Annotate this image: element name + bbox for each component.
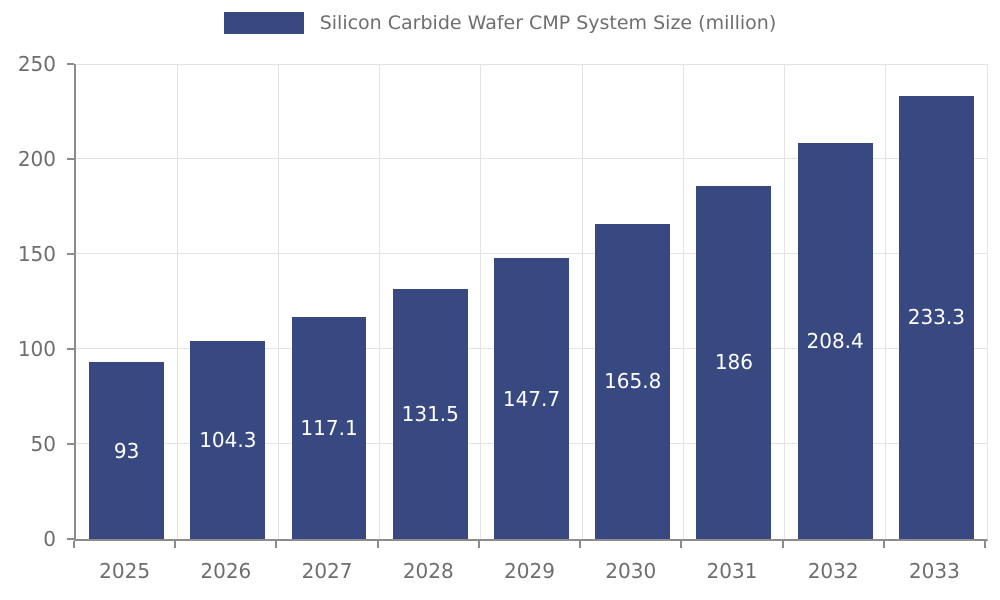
legend-label: Silicon Carbide Wafer CMP System Size (m… bbox=[319, 12, 777, 34]
bar-value-label: 186 bbox=[714, 350, 753, 375]
y-tick-mark bbox=[67, 158, 74, 160]
h-gridline bbox=[76, 253, 987, 254]
bar-slot: 117.1 bbox=[278, 64, 379, 539]
x-tick-label: 2028 bbox=[402, 559, 454, 583]
bar-2028: 131.5 bbox=[392, 289, 468, 539]
bar-2025: 93 bbox=[89, 362, 165, 539]
x-tick-mark bbox=[376, 541, 379, 548]
bar-value-label: 117.1 bbox=[300, 415, 358, 440]
bars-container: 93 104.3 117.1 131.5 147.7 165.8 186 208.4 233.3 bbox=[76, 64, 987, 539]
legend: Silicon Carbide Wafer CMP System Size (m… bbox=[0, 12, 1000, 34]
bar-value-label: 131.5 bbox=[401, 402, 459, 427]
y-tick-label: 100 bbox=[17, 337, 56, 361]
x-tick-label: 2030 bbox=[605, 559, 657, 583]
bar-value-label: 147.7 bbox=[502, 386, 561, 411]
bar-value-label: 208.4 bbox=[806, 329, 864, 354]
y-tick-label: 50 bbox=[30, 432, 56, 456]
x-tick-label: 2032 bbox=[807, 559, 859, 583]
legend-swatch bbox=[223, 12, 304, 34]
bar-slot: 186 bbox=[683, 64, 784, 539]
x-tick-label: 2029 bbox=[504, 559, 555, 583]
bar-2031: 186 bbox=[696, 185, 772, 539]
x-tick-mark bbox=[882, 541, 885, 548]
y-tick-mark bbox=[67, 63, 74, 65]
bar-value-label: 104.3 bbox=[199, 427, 257, 452]
x-tick-mark bbox=[174, 541, 177, 548]
v-gridline bbox=[176, 64, 178, 539]
x-tick-mark bbox=[275, 541, 278, 548]
h-gridline bbox=[76, 64, 987, 65]
y-tick-label: 200 bbox=[17, 147, 56, 171]
x-tick-mark bbox=[73, 541, 75, 548]
bar-slot: 165.8 bbox=[582, 64, 683, 539]
bar-2027: 117.1 bbox=[291, 316, 367, 539]
x-tick-label: 2031 bbox=[706, 559, 758, 583]
x-tick-label: 2026 bbox=[200, 559, 252, 583]
v-gridline bbox=[379, 64, 381, 539]
bar-slot: 147.7 bbox=[481, 64, 582, 539]
bar-slot: 104.3 bbox=[177, 64, 278, 539]
bar-slot: 131.5 bbox=[380, 64, 481, 539]
bar-2033: 233.3 bbox=[898, 95, 974, 539]
y-tick-mark bbox=[67, 348, 74, 350]
x-tick-label: 2025 bbox=[99, 559, 151, 583]
v-gridline bbox=[682, 64, 684, 539]
v-gridline bbox=[480, 64, 482, 539]
y-tick-mark bbox=[67, 253, 74, 255]
y-tick-mark bbox=[67, 538, 74, 540]
v-gridline bbox=[581, 64, 583, 539]
h-gridline bbox=[76, 158, 987, 159]
y-tick-label: 0 bbox=[43, 527, 56, 551]
bar-2030: 165.8 bbox=[595, 223, 671, 539]
bar-slot: 208.4 bbox=[785, 64, 886, 539]
v-gridline bbox=[784, 64, 786, 539]
x-tick-mark bbox=[680, 541, 683, 548]
x-tick-label: 2027 bbox=[301, 559, 353, 583]
plot-area: 93 104.3 117.1 131.5 147.7 165.8 186 208.4 233.3 bbox=[74, 64, 988, 541]
bar-value-label: 233.3 bbox=[907, 305, 965, 330]
bar-2032: 208.4 bbox=[797, 143, 873, 539]
v-gridline bbox=[277, 64, 279, 539]
y-tick-label: 150 bbox=[17, 242, 56, 266]
x-tick-mark bbox=[984, 541, 986, 548]
bar-slot: 233.3 bbox=[886, 64, 987, 539]
y-tick-mark bbox=[67, 443, 74, 445]
x-tick-mark bbox=[781, 541, 784, 548]
x-tick-mark bbox=[477, 541, 480, 548]
x-tick-label: 2033 bbox=[908, 559, 960, 583]
bar-2029: 147.7 bbox=[494, 258, 569, 539]
bar-2026: 104.3 bbox=[190, 340, 266, 539]
bar-value-label: 93 bbox=[113, 438, 140, 463]
bar-slot: 93 bbox=[76, 64, 177, 539]
y-tick-label: 250 bbox=[17, 52, 56, 76]
bar-value-label: 165.8 bbox=[604, 369, 662, 394]
v-gridline bbox=[885, 64, 887, 539]
x-tick-mark bbox=[579, 541, 582, 548]
